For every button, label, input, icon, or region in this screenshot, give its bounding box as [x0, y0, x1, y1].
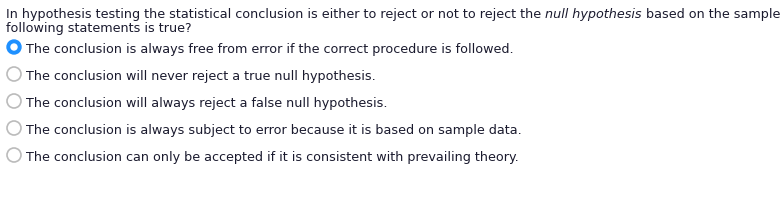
- Text: In hypothesis testing the statistical conclusion is either to reject or not to r: In hypothesis testing the statistical co…: [6, 8, 545, 21]
- Circle shape: [7, 40, 21, 54]
- Text: null hypothesis: null hypothesis: [545, 8, 642, 21]
- Text: The conclusion is always subject to error because it is based on sample data.: The conclusion is always subject to erro…: [26, 124, 522, 137]
- Text: The conclusion will never reject a true null hypothesis.: The conclusion will never reject a true …: [26, 70, 376, 83]
- Text: The conclusion can only be accepted if it is consistent with prevailing theory.: The conclusion can only be accepted if i…: [26, 151, 519, 164]
- Text: The conclusion will always reject a false null hypothesis.: The conclusion will always reject a fals…: [26, 97, 388, 110]
- Circle shape: [11, 44, 17, 50]
- Text: based on the sample data. Which of the: based on the sample data. Which of the: [642, 8, 780, 21]
- Text: following statements is true?: following statements is true?: [6, 22, 192, 35]
- Text: The conclusion is always free from error if the correct procedure is followed.: The conclusion is always free from error…: [26, 43, 513, 56]
